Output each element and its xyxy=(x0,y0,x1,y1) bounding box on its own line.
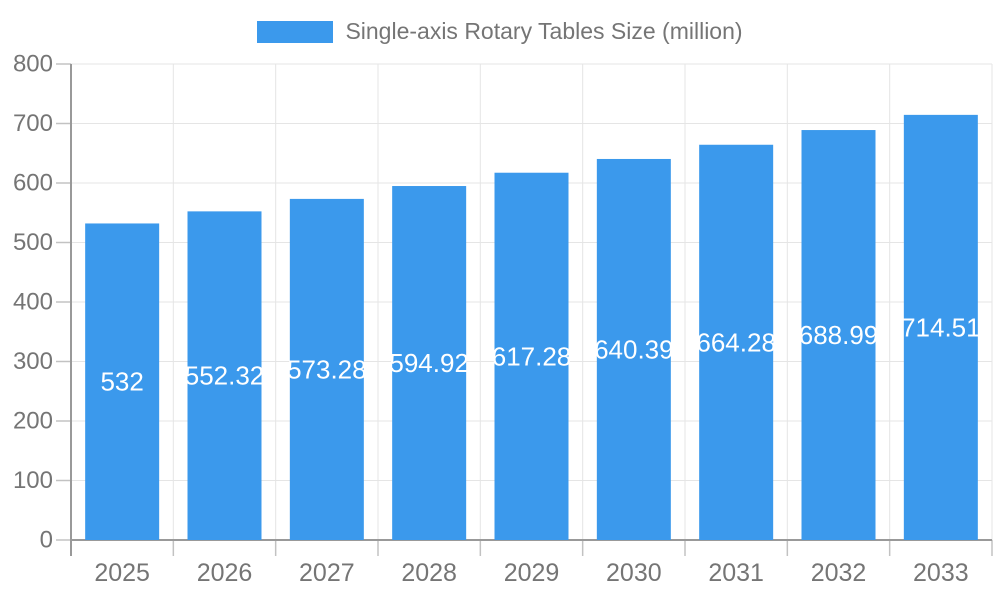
bar-2029[interactable] xyxy=(494,172,569,541)
bar-value-labels: 532 552.32 573.28 594.92 617.28 640.39 664.28 6… xyxy=(100,312,980,396)
bar-2028[interactable] xyxy=(392,186,467,541)
bar-2032[interactable] xyxy=(801,130,876,540)
y-tick-label-100: 100 xyxy=(13,467,53,494)
bar-value-label-2026: 552.32 xyxy=(185,361,265,391)
x-tick-label-2031: 2031 xyxy=(708,559,764,587)
x-tick-label-2032: 2032 xyxy=(811,559,867,587)
bar-value-label-2027: 573.28 xyxy=(287,354,367,384)
bar-value-label-2029: 617.28 xyxy=(492,341,572,371)
bar-value-label-2030: 640.39 xyxy=(594,334,674,364)
y-tick-label-600: 600 xyxy=(13,170,53,197)
legend-item-series-0[interactable]: Single-axis Rotary Tables Size (million) xyxy=(257,18,743,45)
bar-value-label-2025: 532 xyxy=(100,367,143,397)
bar-value-label-2031: 664.28 xyxy=(696,327,776,357)
x-tick-label-2025: 2025 xyxy=(94,559,150,587)
y-axis-labels: 0 100 200 300 400 500 600 700 800 xyxy=(13,51,53,554)
y-tick-label-200: 200 xyxy=(13,408,53,435)
bar-2026[interactable] xyxy=(187,211,262,540)
bar-value-label-2028: 594.92 xyxy=(389,348,469,378)
y-tick-label-300: 300 xyxy=(13,348,53,375)
x-tick-label-2030: 2030 xyxy=(606,559,662,587)
x-axis-labels: 2025 2026 2027 2028 2029 2030 2031 2032 2033 xyxy=(94,559,968,587)
chart-legend: Single-axis Rotary Tables Size (million) xyxy=(0,18,1000,45)
y-tick-label-0: 0 xyxy=(40,527,53,554)
axis-ticks xyxy=(56,63,993,556)
x-tick-label-2028: 2028 xyxy=(401,559,457,587)
bar-value-label-2033: 714.51 xyxy=(901,312,981,342)
bar-2033[interactable] xyxy=(903,114,978,540)
y-tick-label-400: 400 xyxy=(13,289,53,316)
legend-label: Single-axis Rotary Tables Size (million) xyxy=(345,18,743,44)
bar-value-label-2032: 688.99 xyxy=(799,320,879,350)
x-tick-label-2027: 2027 xyxy=(299,559,355,587)
bar-2031[interactable] xyxy=(699,144,774,540)
bar-2030[interactable] xyxy=(596,158,671,540)
y-tick-label-800: 800 xyxy=(13,51,53,78)
bar-2025[interactable] xyxy=(85,223,160,540)
legend-swatch xyxy=(257,20,334,43)
y-tick-label-500: 500 xyxy=(13,229,53,256)
x-tick-label-2033: 2033 xyxy=(913,559,969,587)
bars xyxy=(85,114,978,541)
x-tick-label-2029: 2029 xyxy=(504,559,560,587)
bar-2027[interactable] xyxy=(289,198,364,540)
x-tick-label-2026: 2026 xyxy=(197,559,253,587)
y-tick-label-700: 700 xyxy=(13,110,53,137)
